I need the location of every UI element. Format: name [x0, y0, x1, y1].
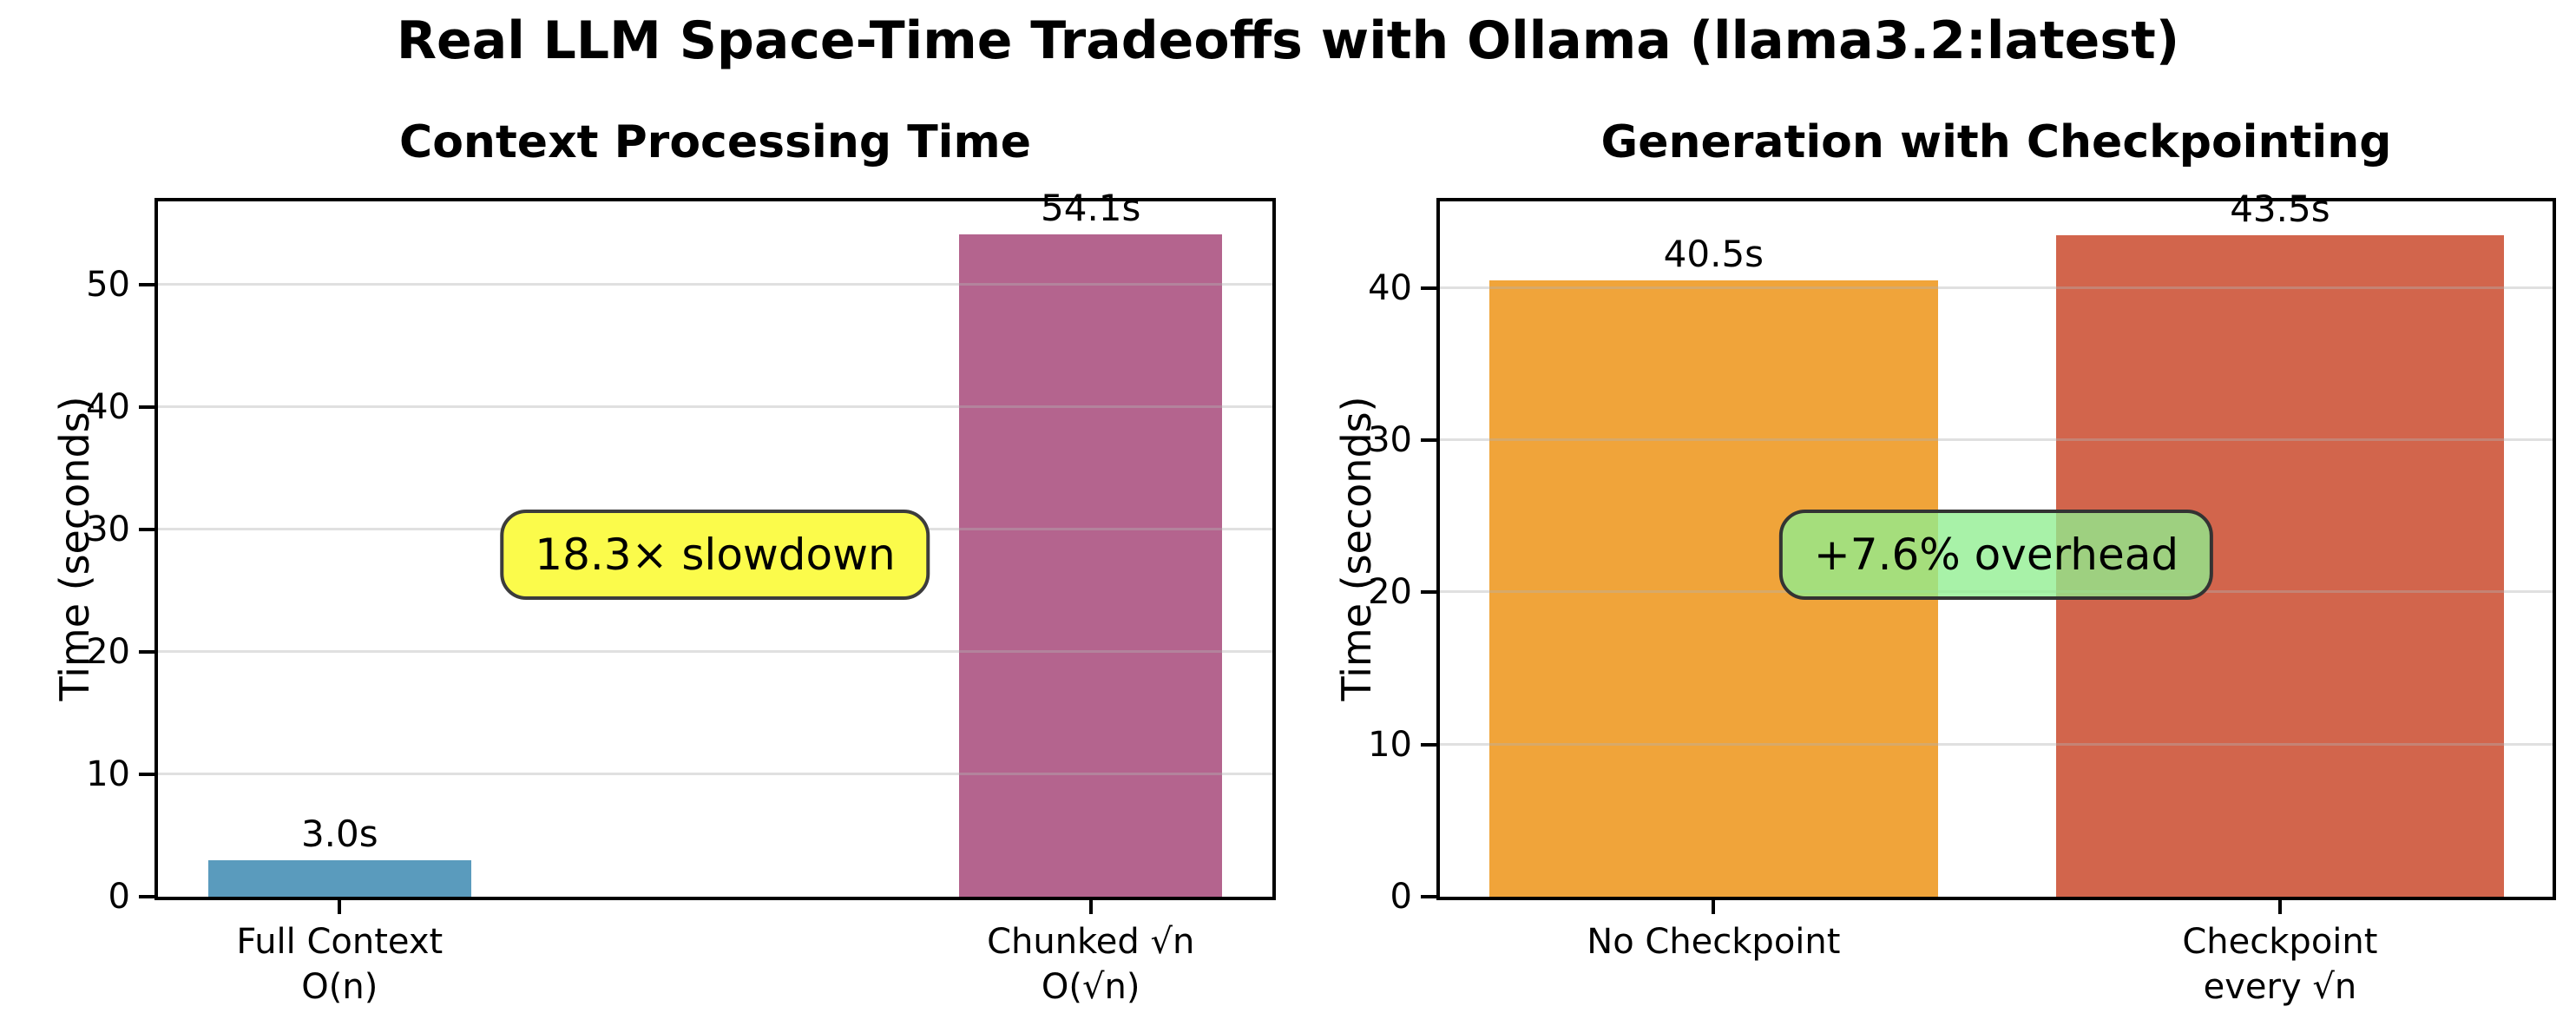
bar-value-label: 40.5s	[1663, 233, 1764, 276]
bar-value-label: 54.1s	[1041, 187, 1141, 230]
x-tick	[2277, 897, 2282, 914]
y-tick	[1421, 742, 1440, 747]
y-tick	[139, 527, 158, 531]
y-tick-label: 20	[86, 631, 130, 672]
gridline	[158, 772, 1272, 775]
x-tick-label-line: O(√n)	[1041, 967, 1140, 1007]
y-tick	[139, 405, 158, 409]
y-tick	[1421, 438, 1440, 443]
y-tick-label: 50	[86, 264, 130, 305]
x-tick	[1088, 897, 1093, 914]
y-tick	[1421, 286, 1440, 290]
y-tick	[139, 772, 158, 776]
y-tick-label: 40	[86, 386, 130, 427]
figure-title: Real LLM Space-Time Tradeoffs with Ollam…	[396, 10, 2180, 71]
y-tick-label: 0	[108, 877, 130, 917]
y-tick	[1421, 590, 1440, 595]
gridline	[1440, 438, 2553, 442]
annotation-box: +7.6% overhead	[1778, 510, 2214, 600]
x-tick-label-line: every √n	[2203, 967, 2357, 1007]
gridline	[158, 649, 1272, 653]
y-tick-label: 10	[86, 753, 130, 794]
chart-context-processing-time: Context Processing Time Time (seconds) 3…	[51, 0, 1276, 1033]
y-tick-label: 30	[1368, 420, 1412, 461]
x-tick-label-line: Checkpoint	[2182, 922, 2378, 962]
x-tick	[338, 897, 342, 914]
y-tick	[139, 649, 158, 654]
bar-value-label: 43.5s	[2230, 187, 2330, 230]
x-tick	[1712, 897, 1716, 914]
x-tick-label-line: No Checkpoint	[1587, 922, 1841, 962]
x-tick-label: Full Context O(n)	[236, 919, 443, 1010]
bar-full-context	[207, 859, 471, 897]
annotation-box: 18.3× slowdown	[500, 510, 930, 600]
y-tick-label: 40	[1368, 267, 1412, 308]
x-tick-label-line: O(n)	[301, 967, 378, 1007]
bar-value-label: 3.0s	[300, 812, 378, 855]
y-tick-label: 20	[1368, 572, 1412, 613]
x-tick-label-line: Full Context	[236, 922, 444, 962]
x-tick-label-line: Chunked √n	[987, 922, 1195, 962]
plot-area: 3.0s Full Context O(n) 54.1s Chunked √n O(√n)…	[86, 189, 1276, 1007]
bar-chunked-n	[959, 234, 1223, 897]
x-tick-label: No Checkpoint	[1587, 919, 1840, 964]
y-tick	[139, 895, 158, 898]
y-tick-label: 0	[1390, 877, 1412, 917]
plot-area: 40.5s No Checkpoint 43.5s Checkpoint every √…	[1368, 189, 2556, 1007]
gridline	[1440, 286, 2553, 289]
gridline	[1440, 742, 2553, 746]
x-tick-label: Chunked √n O(√n)	[987, 919, 1194, 1010]
y-tick	[1421, 895, 1440, 898]
chart-title: Generation with Checkpointing	[1600, 116, 2392, 168]
chart-generation-with-checkpointing: Generation with Checkpointing Time (seco…	[1333, 0, 2556, 1033]
gridline	[158, 405, 1272, 408]
x-tick-label: Checkpoint every √n	[2182, 919, 2377, 1010]
y-tick-label: 30	[86, 509, 130, 549]
y-tick-label: 10	[1368, 724, 1412, 765]
gridline	[158, 282, 1272, 286]
chart-title: Context Processing Time	[399, 116, 1031, 168]
y-tick	[139, 282, 158, 286]
